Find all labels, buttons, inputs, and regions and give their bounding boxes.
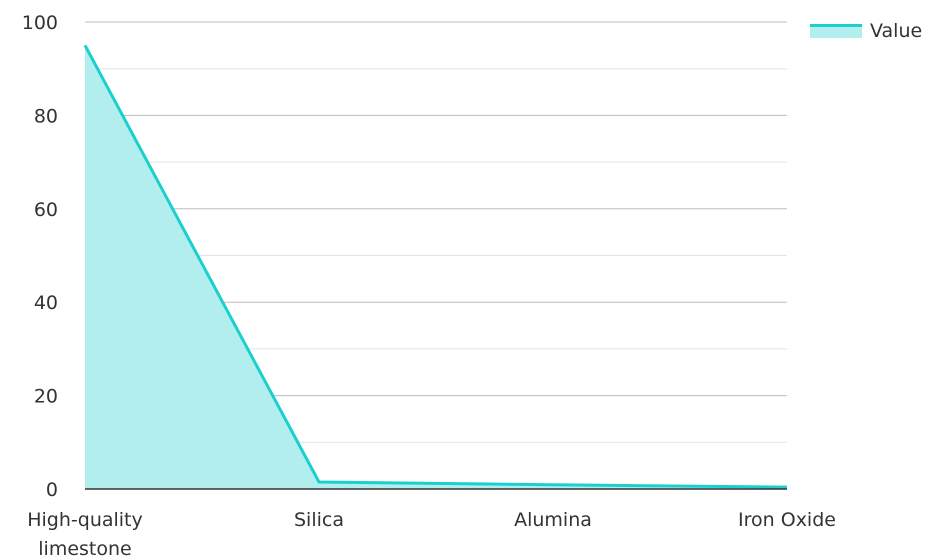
y-tick-label: 0 (46, 479, 58, 501)
y-tick-label: 40 (34, 292, 58, 314)
plot-area (83, 44, 788, 489)
y-tick-label: 80 (34, 105, 58, 127)
legend[interactable]: Value (810, 20, 922, 42)
y-tick-label: 20 (34, 386, 58, 408)
y-tick-labels: 0 20 40 60 80 100 (22, 12, 58, 501)
area-fill (85, 45, 787, 489)
x-tick-label: Iron Oxide (738, 509, 836, 531)
x-tick-labels: High-quality limestone Silica Alumina Iron O… (27, 509, 836, 560)
x-tick-label: Alumina (514, 509, 592, 531)
legend-swatch (810, 24, 862, 38)
y-tick-label: 100 (22, 12, 58, 34)
legend-label: Value (870, 20, 923, 42)
series-line (83, 44, 788, 489)
x-tick-label: High-quality limestone (27, 509, 143, 560)
y-tick-label: 60 (34, 199, 58, 221)
x-tick-label: Silica (294, 509, 344, 531)
